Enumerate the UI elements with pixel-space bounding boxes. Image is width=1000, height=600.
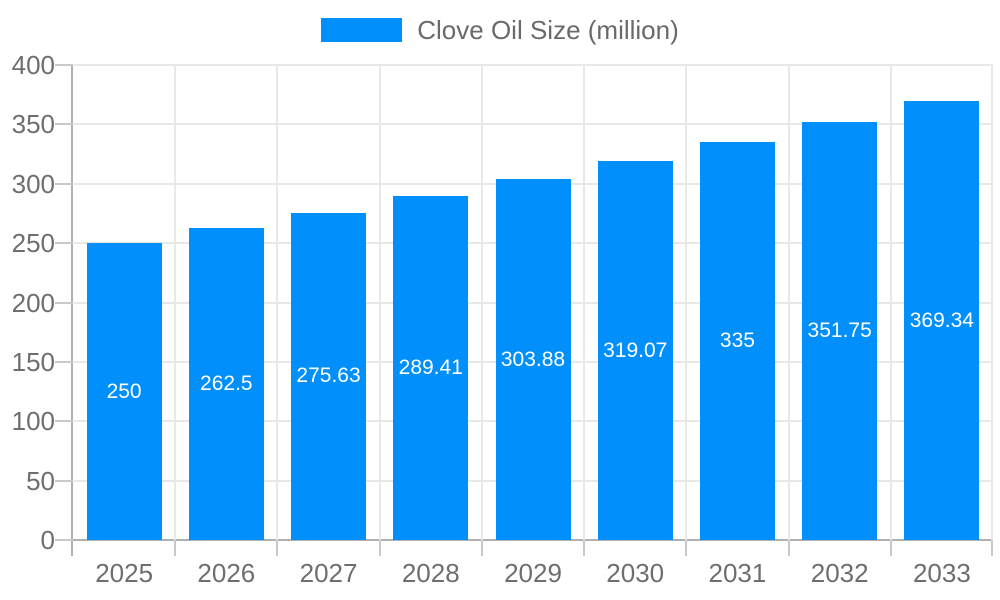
x-gridline xyxy=(583,65,586,540)
legend-item[interactable]: Clove Oil Size (million) xyxy=(0,15,1000,45)
x-gridline xyxy=(991,65,993,540)
bar[interactable]: 289.41 xyxy=(393,196,469,540)
bar[interactable]: 303.88 xyxy=(495,179,571,540)
x-axis-category-label: 2029 xyxy=(504,558,562,588)
y-axis-tick xyxy=(55,242,73,245)
x-axis-tick xyxy=(174,540,177,556)
y-axis-tick xyxy=(55,123,73,126)
x-axis-tick xyxy=(787,540,790,556)
y-axis-tick xyxy=(55,301,73,304)
bar[interactable]: 262.5 xyxy=(188,228,264,540)
x-axis-tick xyxy=(685,540,688,556)
bar[interactable]: 275.63 xyxy=(291,212,367,540)
y-axis-tick-label: 400 xyxy=(11,50,55,80)
bar-value-label: 319.07 xyxy=(603,338,668,362)
x-axis-category-label: 2028 xyxy=(401,558,460,588)
x-axis-category-label: 2031 xyxy=(708,558,767,588)
x-axis-tick xyxy=(276,540,279,556)
x-gridline xyxy=(685,65,688,540)
x-axis-tick xyxy=(889,540,892,556)
x-axis-category-label: 2033 xyxy=(912,558,971,588)
x-axis-category-label: 2027 xyxy=(299,558,358,588)
x-axis-tick xyxy=(480,540,483,556)
y-axis-tick-label: 50 xyxy=(26,465,55,496)
y-axis-tick-label: 300 xyxy=(11,168,55,199)
bar-value-label: 303.88 xyxy=(500,347,566,371)
y-axis-tick xyxy=(55,539,73,541)
y-axis-tick xyxy=(55,360,73,363)
x-axis-tick xyxy=(583,540,586,556)
y-gridline xyxy=(73,123,993,126)
legend-swatch xyxy=(321,18,403,42)
x-axis-line xyxy=(73,539,993,541)
y-axis-tick-label: 250 xyxy=(11,228,55,259)
y-axis-tick xyxy=(55,420,73,423)
y-axis-tick-label: 350 xyxy=(11,109,55,140)
y-gridline xyxy=(73,64,993,66)
bar[interactable]: 335 xyxy=(699,142,775,540)
bar-value-label: 335 xyxy=(719,329,755,353)
y-axis-tick-label: 100 xyxy=(11,406,55,437)
bar[interactable]: 369.34 xyxy=(904,101,980,540)
bar-value-label: 250 xyxy=(106,379,142,403)
y-axis-tick-label: 150 xyxy=(11,346,55,377)
x-gridline xyxy=(276,65,279,540)
x-gridline xyxy=(787,65,790,540)
y-axis-line xyxy=(71,65,73,556)
bar-value-label: 275.63 xyxy=(296,364,361,388)
y-axis-tick xyxy=(55,64,73,66)
bar-value-label: 289.41 xyxy=(398,356,463,380)
bar[interactable]: 351.75 xyxy=(802,122,878,540)
y-axis-tick-label: 0 xyxy=(40,525,55,555)
bar-value-label: 369.34 xyxy=(909,308,974,332)
bar-value-label: 262.5 xyxy=(200,372,253,396)
x-axis-tick xyxy=(378,540,381,556)
y-axis-tick-label: 200 xyxy=(11,287,55,318)
y-axis-tick xyxy=(55,479,73,482)
x-gridline xyxy=(889,65,892,540)
bar[interactable]: 319.07 xyxy=(597,161,673,540)
x-gridline xyxy=(480,65,483,540)
x-axis-category-label: 2026 xyxy=(197,558,256,588)
x-axis-tick xyxy=(991,540,993,556)
legend-label: Clove Oil Size (million) xyxy=(417,15,679,45)
x-gridline xyxy=(174,65,177,540)
plot-area: 250 262.5 275.63 289.41 303.88 319.07 335 351.7… xyxy=(55,64,993,556)
y-axis-tick xyxy=(55,182,73,185)
x-gridline xyxy=(378,65,381,540)
x-axis-category-label: 2025 xyxy=(95,558,154,588)
bar[interactable]: 250 xyxy=(86,243,162,540)
x-axis-category-label: 2030 xyxy=(606,558,665,588)
bar-value-label: 351.75 xyxy=(807,319,872,343)
x-axis-category-label: 2032 xyxy=(810,558,869,588)
